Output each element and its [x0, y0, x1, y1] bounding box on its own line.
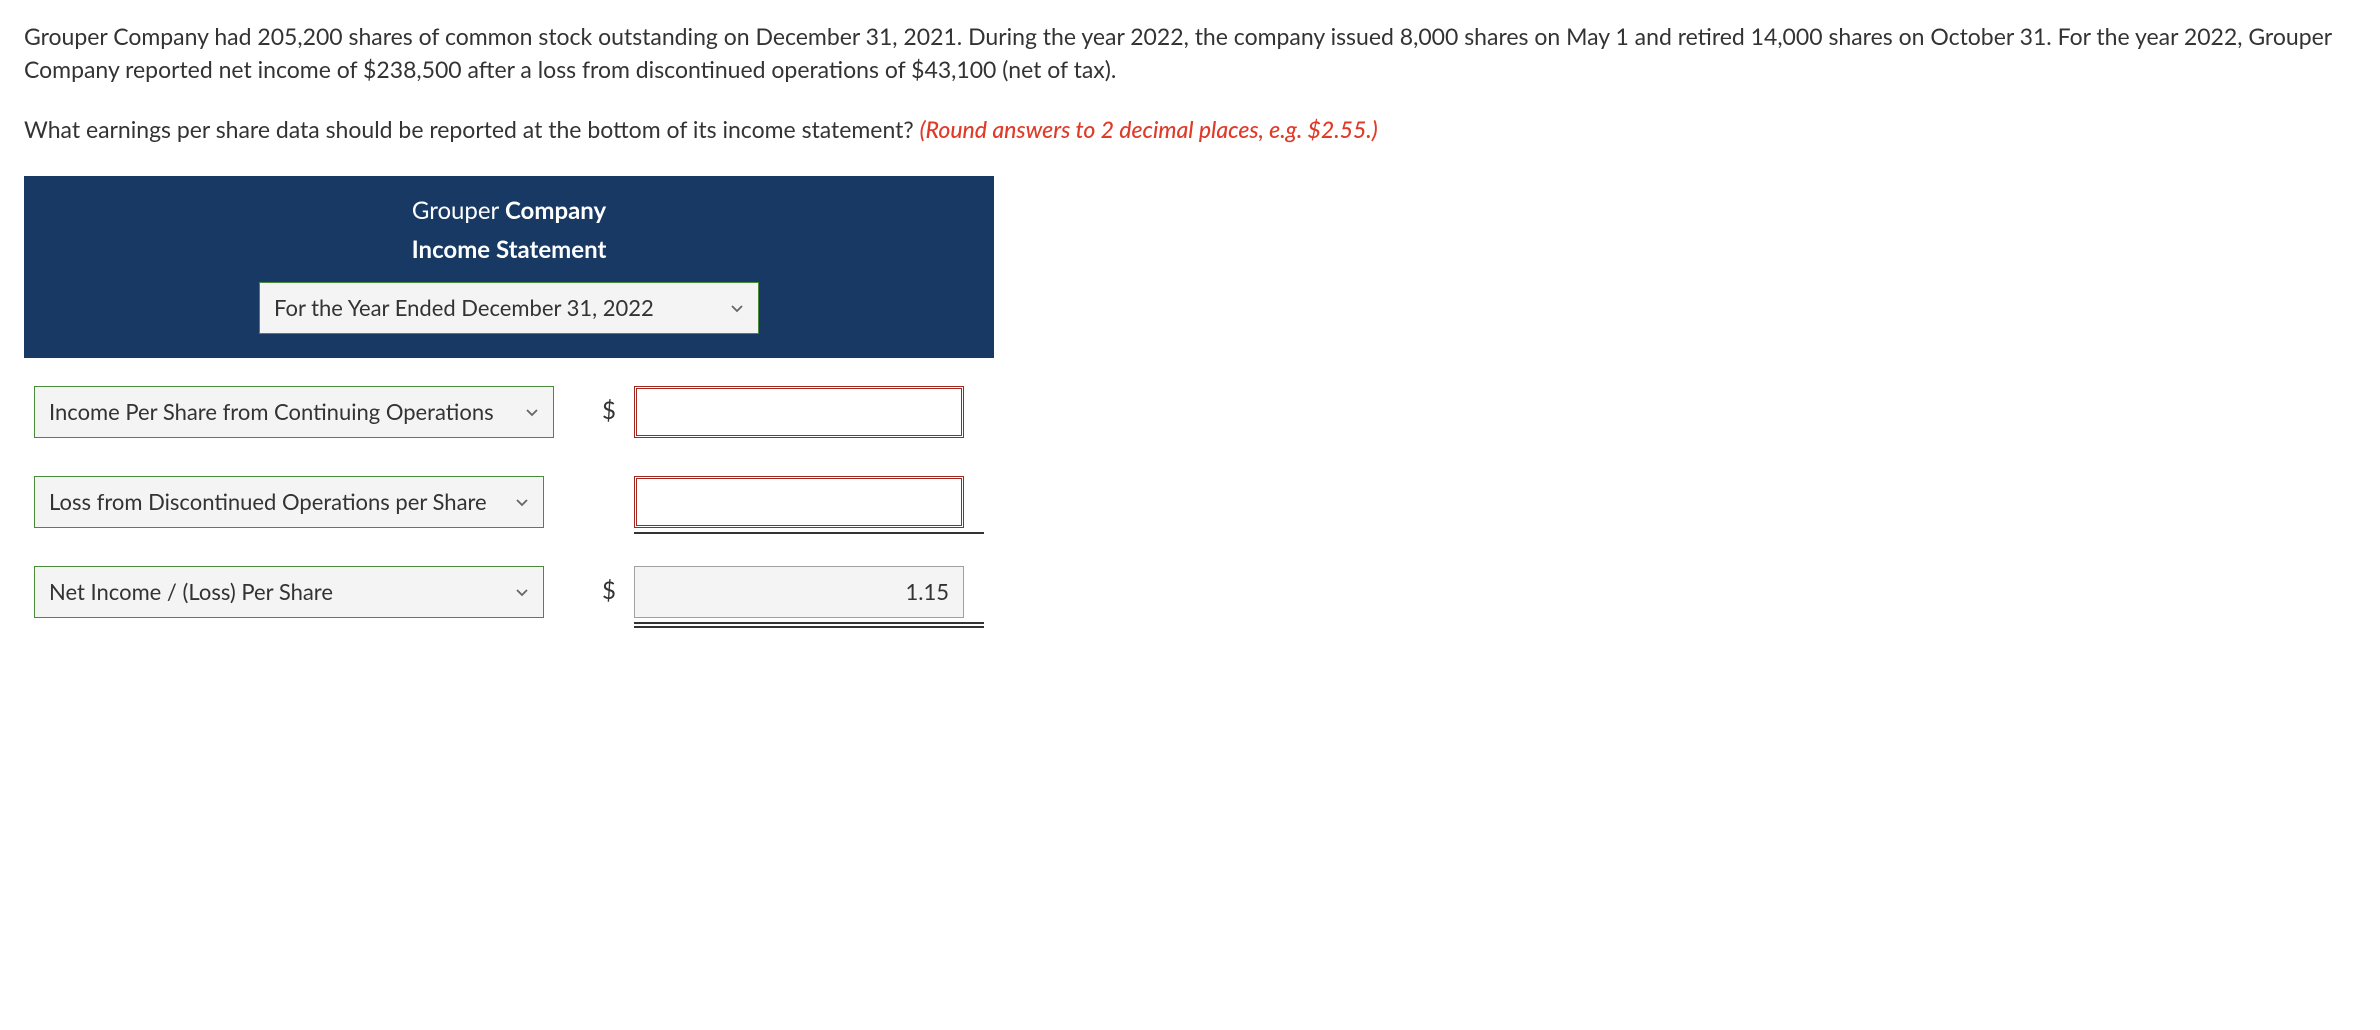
- discontinued-ops-label-select[interactable]: Loss from Discontinued Operations per Sh…: [34, 476, 544, 528]
- statement-title: Income Statement: [44, 233, 974, 268]
- company-name: Grouper Company: [44, 194, 974, 229]
- problem-paragraph-1: Grouper Company had 205,200 shares of co…: [24, 20, 2356, 87]
- net-income-label: Net Income / (Loss) Per Share: [49, 576, 333, 608]
- period-select-value: For the Year Ended December 31, 2022: [274, 292, 654, 324]
- row-continuing-ops: Income Per Share from Continuing Operati…: [24, 386, 994, 438]
- income-statement: Grouper Company Income Statement For the…: [24, 176, 994, 618]
- company-name-thin: Grouper: [412, 196, 505, 225]
- net-income-label-select[interactable]: Net Income / (Loss) Per Share: [34, 566, 544, 618]
- period-select[interactable]: For the Year Ended December 31, 2022: [259, 282, 759, 334]
- company-name-bold: Company: [505, 196, 606, 225]
- net-income-value-input[interactable]: [634, 566, 964, 618]
- discontinued-ops-value-input[interactable]: [634, 476, 964, 528]
- continuing-ops-label-select[interactable]: Income Per Share from Continuing Operati…: [34, 386, 554, 438]
- continuing-ops-label: Income Per Share from Continuing Operati…: [49, 396, 494, 428]
- row-discontinued-ops: Loss from Discontinued Operations per Sh…: [24, 476, 994, 528]
- problem-question: What earnings per share data should be r…: [24, 113, 2356, 146]
- total-double-underline: [634, 622, 984, 628]
- problem-text: Grouper Company had 205,200 shares of co…: [24, 20, 2356, 146]
- chevron-down-icon: [525, 405, 539, 419]
- continuing-ops-value-input[interactable]: [634, 386, 964, 438]
- statement-header: Grouper Company Income Statement For the…: [24, 176, 994, 358]
- row-net-income: Net Income / (Loss) Per Share $: [24, 566, 994, 618]
- chevron-down-icon: [730, 301, 744, 315]
- chevron-down-icon: [515, 585, 529, 599]
- statement-rows: Income Per Share from Continuing Operati…: [24, 358, 994, 618]
- rounding-hint: (Round answers to 2 decimal places, e.g.…: [920, 115, 1378, 143]
- chevron-down-icon: [515, 495, 529, 509]
- subtotal-underline: [634, 532, 984, 534]
- continuing-ops-dollar: $: [584, 394, 634, 429]
- net-income-dollar: $: [584, 574, 634, 609]
- question-lead: What earnings per share data should be r…: [24, 115, 920, 143]
- discontinued-ops-label: Loss from Discontinued Operations per Sh…: [49, 486, 487, 518]
